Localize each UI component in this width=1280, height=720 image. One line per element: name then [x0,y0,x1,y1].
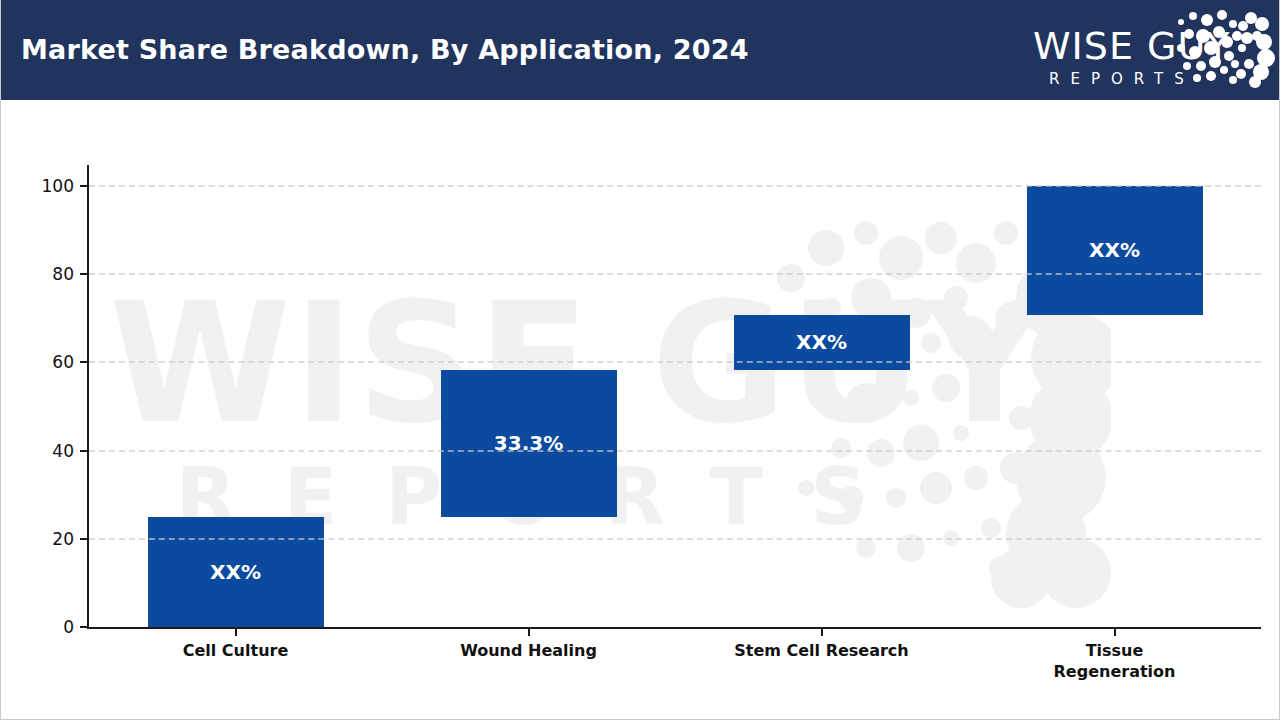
y-tick-label: 20 [14,529,74,549]
y-tick-mark [80,361,87,363]
y-tick-mark [80,185,87,187]
x-category-label-line: Stem Cell Research [692,640,952,661]
y-axis [87,165,89,629]
x-tick-mark [235,629,237,636]
chart-canvas: WISE GUY REPORTS XX%33.3 [1,100,1280,720]
y-tick-label: 0 [14,617,74,637]
x-category-label-line: Tissue [985,640,1245,661]
x-tick-mark [821,629,823,636]
bar-value-label: XX% [1089,238,1140,262]
bar-value-label: XX% [796,330,847,354]
report-chart-image: Market Share Breakdown, By Application, … [0,0,1280,720]
x-category-label: Cell Culture [106,640,366,661]
gridline-80 [89,273,1261,275]
x-category-label-line: Regeneration [985,661,1245,682]
header-bar: Market Share Breakdown, By Application, … [1,0,1279,100]
gridline-100 [89,185,1261,187]
gridline-40 [89,450,1261,452]
x-category-label-line: Wound Healing [399,640,659,661]
gridline-20 [89,538,1261,540]
y-tick-mark [80,450,87,452]
page-title: Market Share Breakdown, By Application, … [21,34,749,65]
y-tick-mark [80,626,87,628]
gridline-60 [89,361,1261,363]
y-tick-mark [80,273,87,275]
dotted-face-icon [1167,8,1277,92]
x-category-label: TissueRegeneration [985,640,1245,682]
wise-guy-reports-logo: WISE GUY REPORTS [1033,8,1277,94]
bar-value-label: XX% [210,560,261,584]
x-category-label: Wound Healing [399,640,659,661]
x-category-label: Stem Cell Research [692,640,952,661]
x-category-label-line: Cell Culture [106,640,366,661]
x-tick-mark [528,629,530,636]
y-tick-label: 40 [14,441,74,461]
x-tick-mark [1114,629,1116,636]
y-tick-label: 80 [14,264,74,284]
y-tick-label: 60 [14,352,74,372]
y-tick-label: 100 [14,176,74,196]
x-axis [87,627,1261,629]
y-tick-mark [80,538,87,540]
bar-value-label: 33.3% [494,431,563,455]
